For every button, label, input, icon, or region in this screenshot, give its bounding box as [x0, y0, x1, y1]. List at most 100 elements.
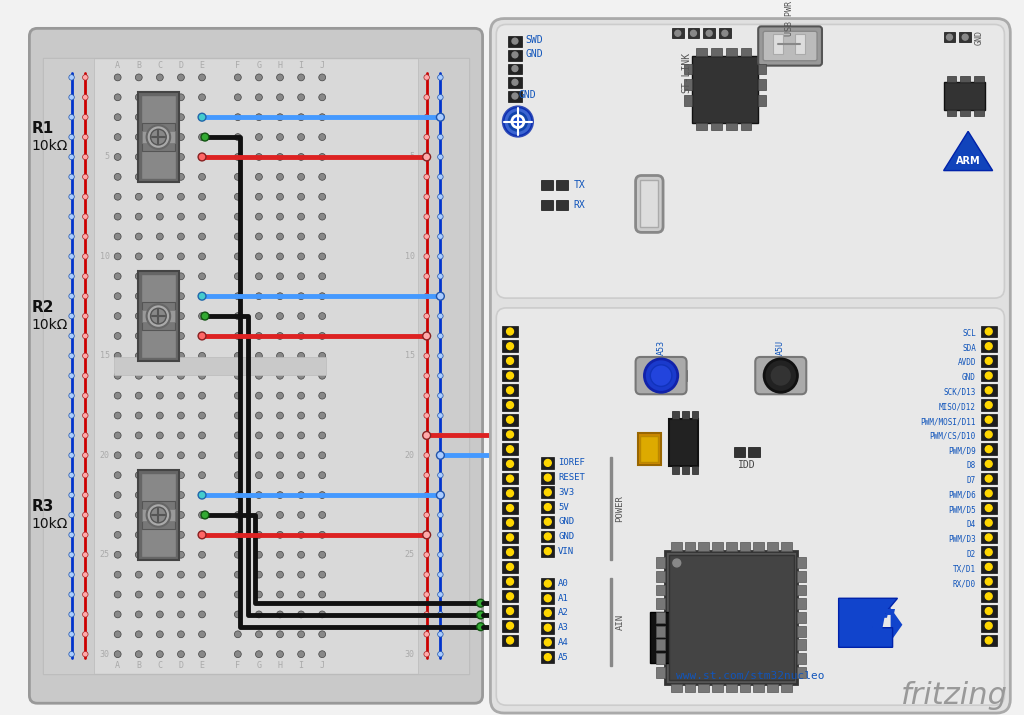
Circle shape: [436, 451, 444, 459]
Circle shape: [298, 94, 304, 101]
Circle shape: [115, 591, 121, 598]
Circle shape: [437, 333, 443, 339]
Bar: [691, 56, 758, 122]
Circle shape: [146, 503, 170, 527]
Text: IDD: IDD: [737, 460, 756, 470]
Bar: [981, 502, 996, 514]
Circle shape: [276, 134, 284, 141]
Circle shape: [985, 563, 992, 571]
FancyBboxPatch shape: [497, 24, 1005, 298]
Circle shape: [318, 253, 326, 260]
Text: R1: R1: [32, 121, 53, 136]
Circle shape: [69, 214, 75, 220]
Text: SCK/D13: SCK/D13: [943, 388, 976, 397]
Circle shape: [318, 631, 326, 638]
Bar: [140, 473, 176, 557]
Circle shape: [318, 292, 326, 300]
Text: C: C: [158, 61, 163, 70]
Text: A5: A5: [558, 653, 569, 661]
Circle shape: [436, 113, 444, 121]
Circle shape: [256, 393, 262, 399]
Text: A: A: [115, 61, 120, 70]
Circle shape: [298, 531, 304, 538]
Text: F: F: [236, 61, 241, 70]
Circle shape: [276, 253, 284, 260]
Circle shape: [256, 94, 262, 101]
Circle shape: [157, 631, 163, 638]
Bar: [502, 414, 518, 425]
Bar: [981, 605, 996, 617]
Circle shape: [514, 118, 522, 125]
Bar: [502, 561, 518, 573]
Text: PWM/MOSI/D11: PWM/MOSI/D11: [921, 418, 976, 426]
Circle shape: [298, 193, 304, 200]
Circle shape: [198, 153, 206, 161]
Text: A2: A2: [558, 608, 569, 618]
Text: SDA: SDA: [963, 344, 976, 352]
Bar: [961, 77, 970, 82]
Circle shape: [83, 373, 88, 378]
Bar: [542, 636, 554, 649]
Circle shape: [177, 571, 184, 578]
Circle shape: [545, 580, 551, 587]
Circle shape: [256, 74, 262, 81]
Circle shape: [234, 74, 242, 81]
Circle shape: [437, 114, 443, 120]
Circle shape: [543, 608, 553, 618]
Circle shape: [177, 412, 184, 419]
Circle shape: [318, 551, 326, 558]
Circle shape: [298, 452, 304, 459]
Text: 10kΩ: 10kΩ: [32, 139, 68, 153]
Circle shape: [424, 234, 429, 240]
Text: H: H: [278, 661, 283, 671]
Circle shape: [276, 631, 284, 638]
Bar: [665, 551, 798, 684]
Bar: [542, 651, 554, 663]
Bar: [691, 411, 698, 419]
Circle shape: [234, 571, 242, 578]
Circle shape: [115, 611, 121, 618]
Circle shape: [298, 611, 304, 618]
Bar: [542, 501, 554, 513]
Text: I: I: [299, 661, 303, 671]
Circle shape: [199, 332, 206, 340]
Circle shape: [318, 472, 326, 478]
Circle shape: [512, 79, 518, 85]
Circle shape: [199, 312, 206, 320]
Bar: [685, 543, 695, 551]
Bar: [141, 124, 175, 151]
Circle shape: [424, 134, 429, 140]
Bar: [959, 32, 971, 42]
Circle shape: [507, 402, 513, 408]
Circle shape: [424, 254, 429, 259]
Circle shape: [256, 114, 262, 121]
Circle shape: [298, 213, 304, 220]
Circle shape: [318, 531, 326, 538]
Circle shape: [157, 492, 163, 498]
Circle shape: [115, 193, 121, 200]
Circle shape: [477, 599, 484, 607]
Circle shape: [157, 571, 163, 578]
Circle shape: [276, 114, 284, 121]
Circle shape: [423, 332, 430, 340]
Circle shape: [115, 134, 121, 141]
Circle shape: [298, 393, 304, 399]
Bar: [798, 598, 806, 609]
Bar: [636, 370, 643, 382]
Circle shape: [83, 592, 88, 597]
Circle shape: [985, 505, 992, 511]
Circle shape: [199, 253, 206, 260]
Circle shape: [83, 453, 88, 458]
Circle shape: [675, 30, 681, 36]
Circle shape: [673, 559, 681, 567]
Bar: [656, 571, 665, 581]
Circle shape: [318, 511, 326, 518]
Bar: [542, 472, 554, 483]
Bar: [656, 557, 665, 568]
Text: A0: A0: [558, 579, 569, 588]
Circle shape: [201, 312, 209, 320]
Circle shape: [256, 551, 262, 558]
Circle shape: [135, 312, 142, 320]
Circle shape: [234, 393, 242, 399]
Bar: [669, 419, 698, 466]
